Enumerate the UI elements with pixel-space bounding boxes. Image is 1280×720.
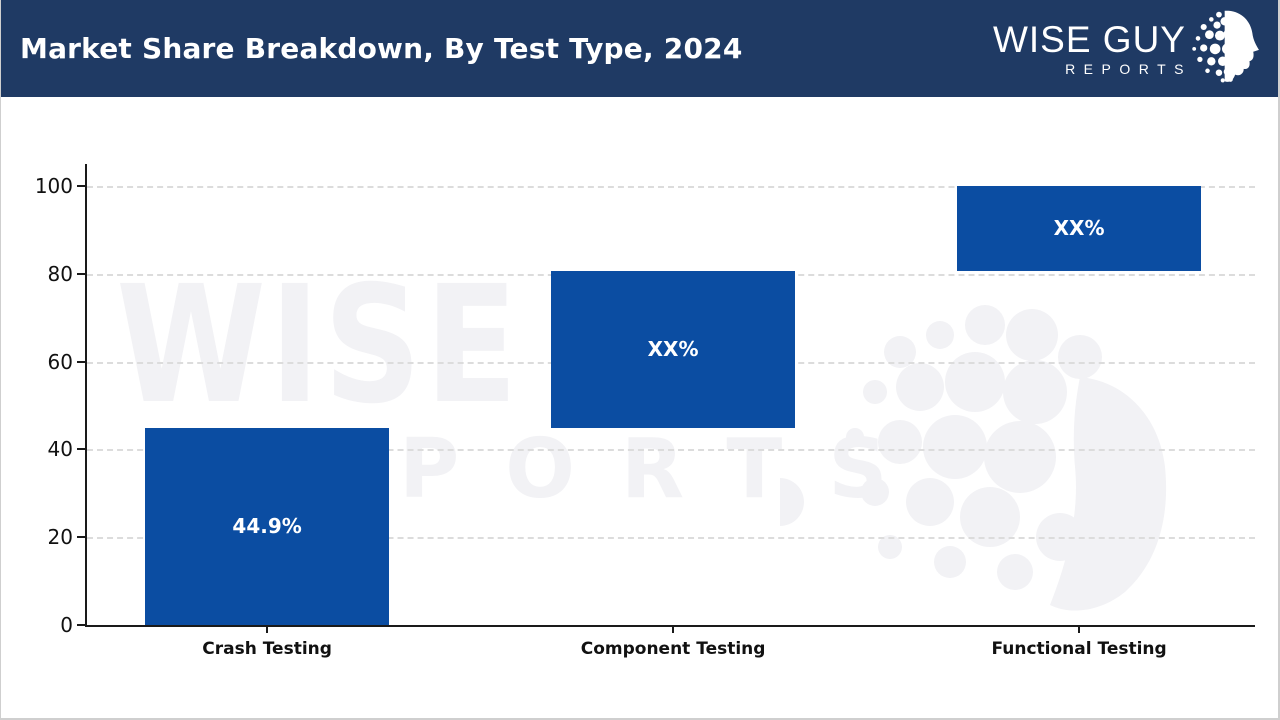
bar-value-label: XX% [647, 337, 699, 362]
y-axis-tick-mark [77, 624, 85, 626]
y-axis-tick-mark [77, 360, 85, 363]
x-axis-tick-mark [1078, 625, 1081, 633]
x-axis-tick-mark [672, 625, 675, 633]
wise-guy-reports-logo: WISE GUY REPORTS [993, 7, 1262, 91]
x-axis-tick-mark [266, 625, 269, 633]
bar: XX% [957, 185, 1202, 271]
y-axis-tick-label: 0 [60, 613, 73, 637]
x-axis-category-label: Functional Testing [991, 639, 1167, 659]
y-axis-tick-mark [77, 184, 85, 187]
logo-text: WISE GUY REPORTS [993, 21, 1186, 77]
y-axis-tick-mark [77, 448, 85, 451]
bar-value-label: 44.9% [232, 514, 302, 539]
logo-wordmark: WISE GUY [992, 18, 1186, 60]
y-axis-tick-mark [77, 536, 85, 539]
logo-subtitle: REPORTS [1065, 60, 1192, 77]
gridline [87, 449, 1255, 452]
bar: 44.9% [145, 427, 390, 625]
gridline [87, 537, 1255, 540]
page-title: Market Share Breakdown, By Test Type, 20… [20, 32, 743, 65]
y-axis-tick-label: 80 [47, 261, 73, 286]
y-axis-tick-label: 100 [34, 173, 73, 198]
bar: XX% [551, 270, 796, 428]
y-axis-tick-label: 20 [47, 525, 73, 550]
header: Market Share Breakdown, By Test Type, 20… [0, 0, 1280, 97]
gridline [87, 185, 1255, 188]
bar-value-label: XX% [1053, 216, 1105, 241]
y-axis-tick-mark [77, 272, 85, 275]
plot-area: 0 20 40 60 80 100 44.9% Crash Testing XX% Compone… [35, 164, 1255, 659]
y-axis-tick-label: 60 [47, 349, 73, 374]
y-axis-tick-label: 40 [47, 437, 73, 462]
dotted-head-icon [1174, 7, 1262, 91]
x-axis-category-label: Crash Testing [202, 639, 332, 659]
x-axis-category-label: Component Testing [580, 639, 766, 659]
